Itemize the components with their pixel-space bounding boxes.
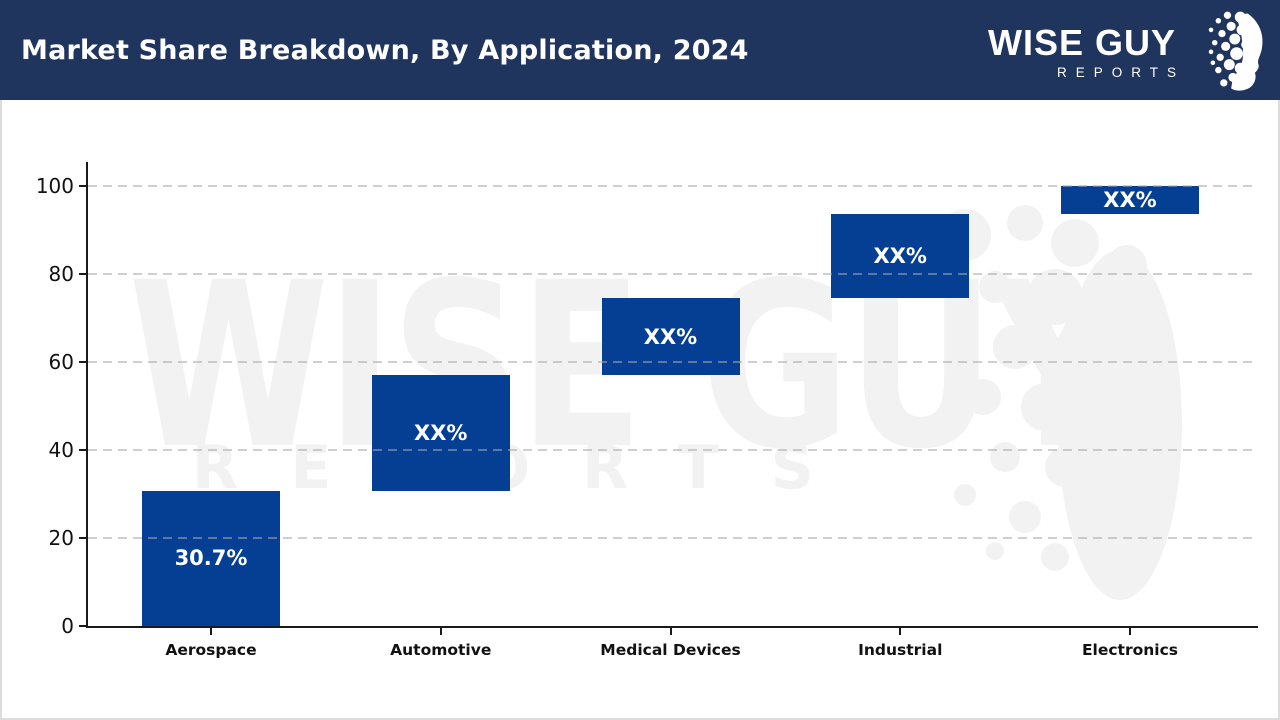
x-axis-label-medical-devices: Medical Devices [600,641,741,659]
gridline-100 [88,185,1256,187]
watermark-face-icon [939,205,1182,600]
bar-automotive: XX% [371,375,510,491]
gridline-60 [88,361,1256,363]
x-axis-label-aerospace: Aerospace [165,641,257,659]
bar-aerospace: 30.7% [142,490,280,626]
bar-electronics: XX% [1061,186,1199,215]
x-axis-label-industrial: Industrial [858,641,943,659]
y-tick-mark [79,361,86,363]
x-tick-mark [1129,628,1131,635]
bar-value-label-aerospace: 30.7% [174,546,248,571]
bar-value-label-electronics: XX% [1103,188,1157,213]
header: Market Share Breakdown, By Application, … [0,0,1280,100]
bar-value-label-industrial: XX% [873,244,927,269]
x-tick-mark [669,628,672,635]
y-tick-mark [79,449,86,451]
y-tick-label: 80 [48,262,74,286]
watermark-subtitle-text: REPORTS [192,433,866,503]
y-tick-mark [79,537,86,539]
brand-face-icon [1208,11,1263,91]
bar-value-label-medical-devices: XX% [643,324,698,349]
brand-subtitle: REPORTS [1056,64,1185,80]
x-axis-label-automotive: Automotive [390,641,492,659]
y-tick-label: 20 [48,526,74,550]
x-axis-label-electronics: Electronics [1081,641,1179,659]
bar-industrial: XX% [831,214,970,299]
x-tick-mark [899,628,902,635]
bar-value-label-automotive: XX% [414,421,468,446]
brand-logo-text: WISE GUY REPORTS [987,21,1176,80]
gridline-20 [88,537,1256,539]
bar-medical-devices: XX% [601,298,740,376]
y-tick-mark [79,625,86,627]
gridline-40 [88,449,1256,451]
x-axis-line [86,626,1258,628]
y-tick-mark [79,185,86,187]
page-title: Market Share Breakdown, By Application, … [21,34,749,66]
x-tick-mark [210,628,212,635]
y-tick-label: 0 [61,614,74,638]
y-tick-label: 40 [48,438,74,462]
brand-logo: WISE GUY REPORTS [988,8,1266,92]
gridline-80 [88,273,1256,275]
y-tick-label: 60 [48,350,74,374]
x-tick-mark [439,628,442,635]
brand-name: WISE GUY [987,21,1176,63]
y-tick-label: 100 [35,174,74,198]
y-axis-line [86,162,88,628]
y-tick-mark [79,273,86,275]
